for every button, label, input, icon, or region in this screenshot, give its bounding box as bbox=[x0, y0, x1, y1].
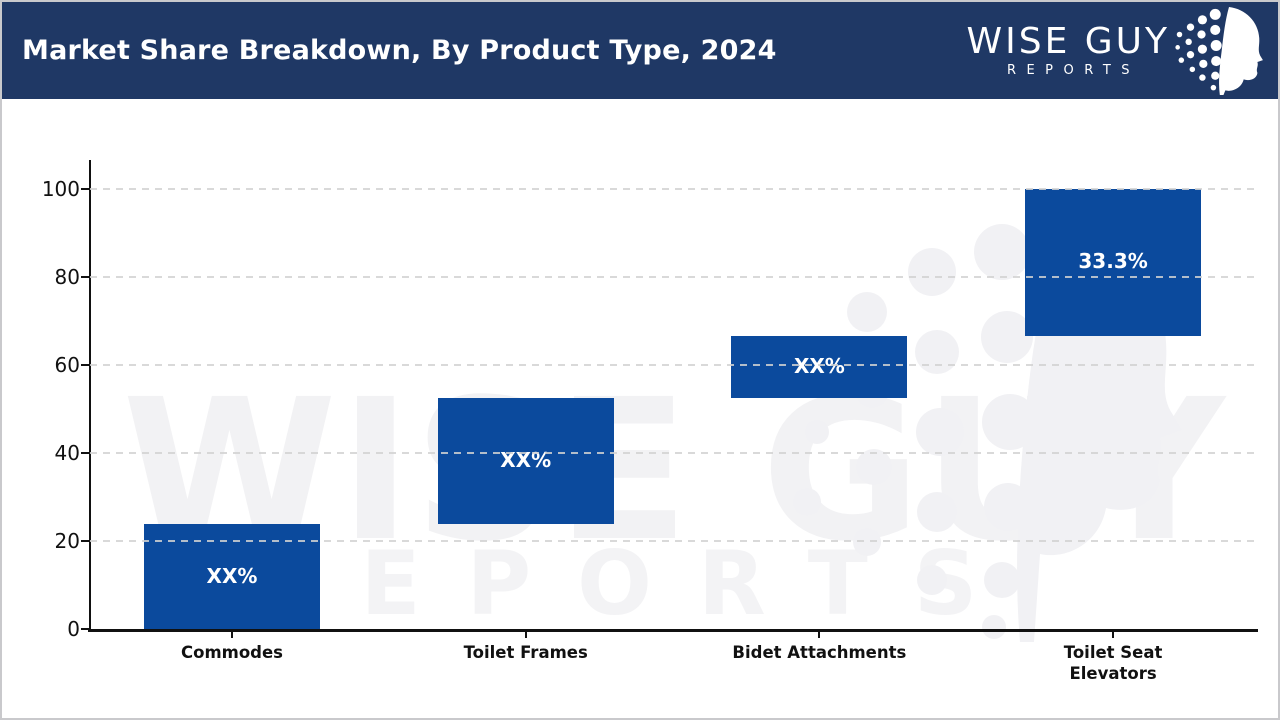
y-tick-mark bbox=[81, 452, 89, 454]
x-tick-mark bbox=[818, 632, 821, 638]
logo-wordmark: WISE GUY bbox=[966, 21, 1170, 62]
y-tick-label: 60 bbox=[54, 353, 80, 377]
gridline-20 bbox=[90, 540, 1258, 542]
x-axis-line bbox=[88, 629, 1258, 632]
gridline-60 bbox=[90, 364, 1258, 366]
y-tick-label: 40 bbox=[54, 441, 80, 465]
gridline-80 bbox=[90, 276, 1258, 278]
y-tick-mark bbox=[81, 188, 89, 190]
bar-value-label: 33.3% bbox=[1078, 249, 1148, 274]
bar-value-label: XX% bbox=[206, 563, 258, 588]
logo-subtitle: REPORTS bbox=[1006, 63, 1141, 78]
y-tick-mark bbox=[81, 628, 89, 630]
chart-title: Market Share Breakdown, By Product Type,… bbox=[22, 35, 777, 66]
logo-text: WISE GUY REPORTS bbox=[966, 21, 1171, 79]
y-axis-line bbox=[89, 160, 91, 631]
x-category-label-toilet-seat-elevators: Toilet Seat Elevators bbox=[1063, 643, 1163, 683]
wise-guy-logo: WISE GUY REPORTS bbox=[967, 2, 1265, 99]
x-tick-mark bbox=[1112, 632, 1115, 638]
y-tick-label: 100 bbox=[41, 177, 80, 201]
gridline-40 bbox=[90, 452, 1258, 454]
y-tick-mark bbox=[81, 276, 89, 278]
y-tick-label: 0 bbox=[67, 617, 80, 641]
y-tick-mark bbox=[81, 364, 89, 366]
y-tick-mark bbox=[81, 540, 89, 542]
y-tick-label: 20 bbox=[54, 529, 80, 553]
x-category-label-commodes: Commodes bbox=[181, 643, 283, 662]
logo-face-icon bbox=[1175, 6, 1263, 95]
header-bar: Market Share Breakdown, By Product Type,… bbox=[2, 2, 1278, 99]
y-tick-label: 80 bbox=[54, 265, 80, 289]
plot-area: XX% XX% XX% 33.3% bbox=[90, 189, 1258, 629]
bar-value-label: XX% bbox=[793, 354, 845, 378]
bar-bidet-attachments: XX% bbox=[731, 335, 908, 399]
x-category-label-toilet-frames: Toilet Frames bbox=[463, 643, 588, 662]
bar-toilet-frames: XX% bbox=[437, 398, 614, 525]
bar-toilet-seat-elevators: 33.3% bbox=[1025, 189, 1202, 336]
x-tick-mark bbox=[231, 632, 233, 638]
gridline-100 bbox=[90, 188, 1258, 190]
x-tick-mark bbox=[524, 632, 527, 638]
x-category-label-bidet-attachments: Bidet Attachments bbox=[732, 643, 907, 662]
